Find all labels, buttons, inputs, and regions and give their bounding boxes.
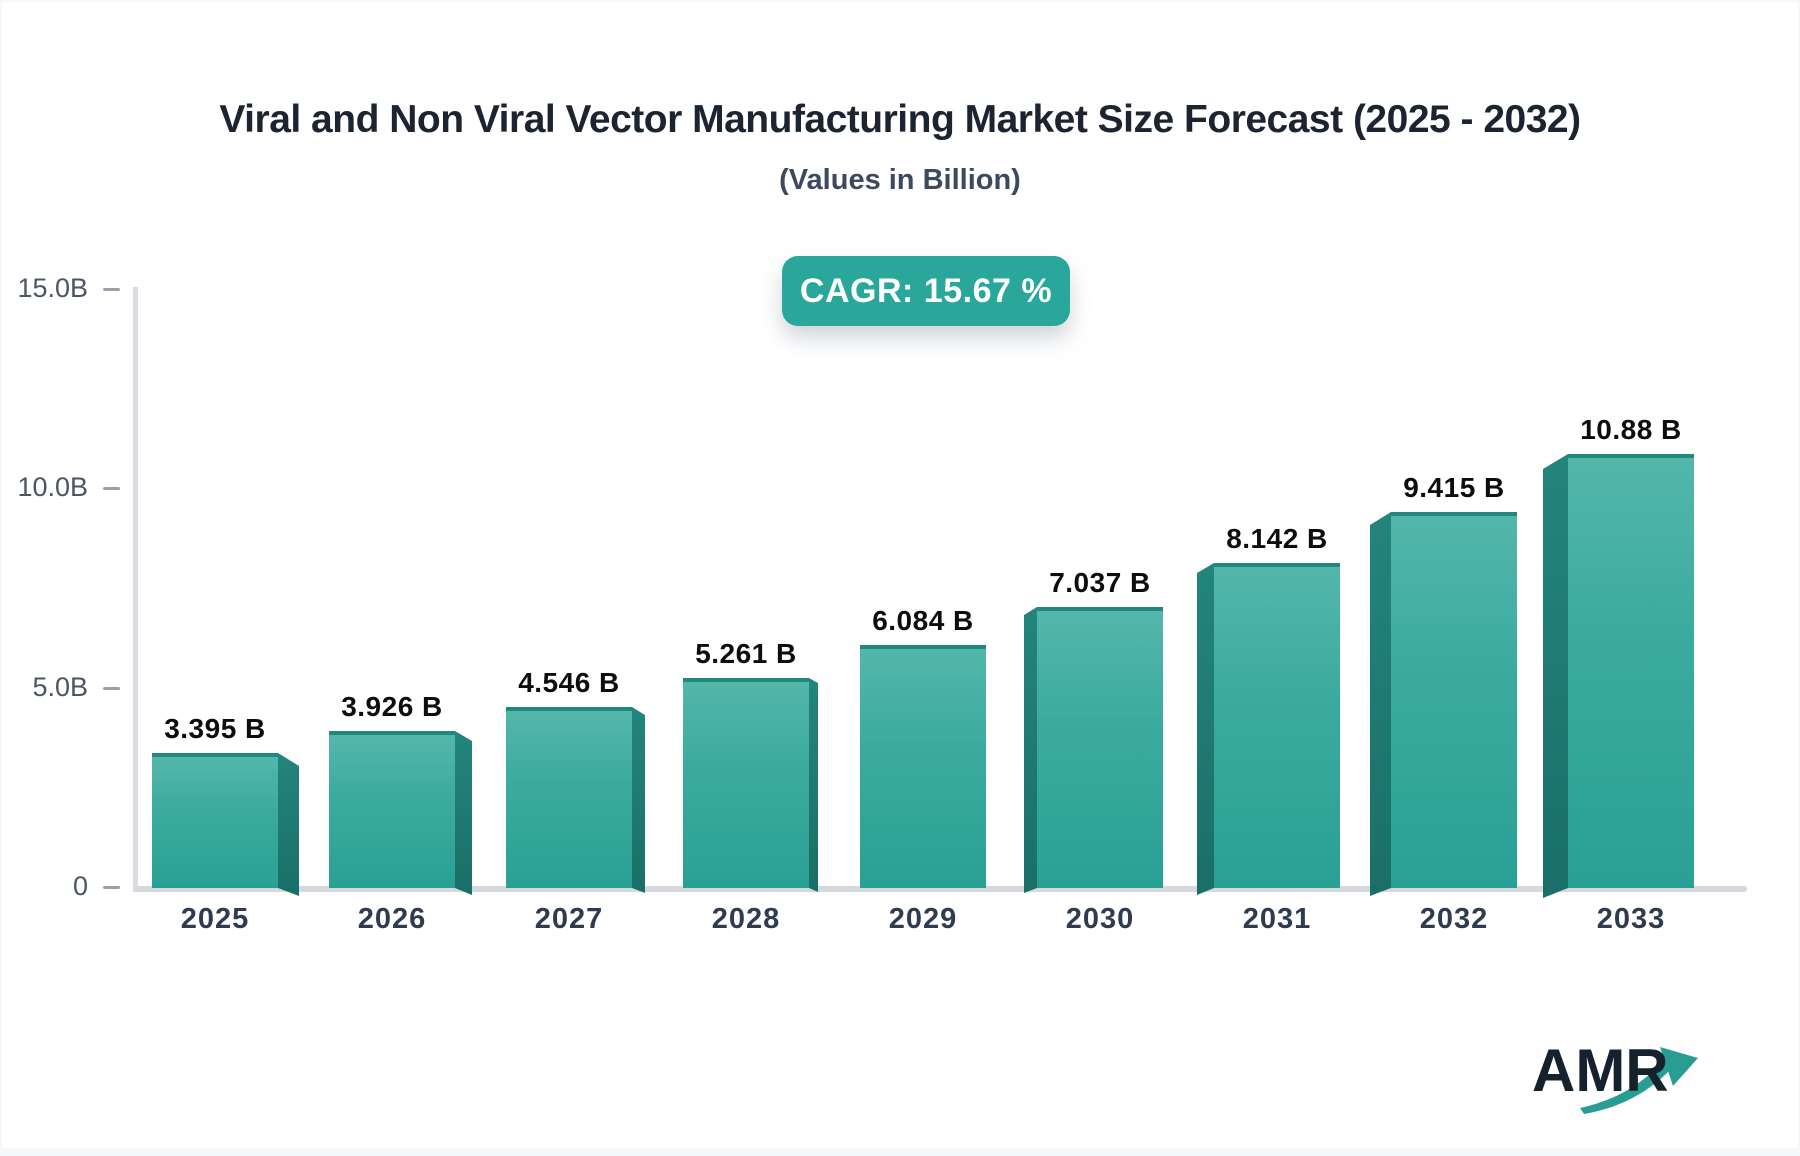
bar-group <box>1370 512 1517 896</box>
x-axis-baseline <box>133 886 1747 892</box>
x-axis-label: 2032 <box>1419 903 1489 935</box>
amr-logo: AMR <box>1532 1037 1698 1114</box>
x-axis-label: 2031 <box>1242 903 1312 935</box>
chart-title: Viral and Non Viral Vector Manufacturing… <box>219 98 1581 141</box>
bar-value-label: 9.415 B <box>1403 472 1505 503</box>
x-axis-label: 2027 <box>534 903 604 935</box>
y-axis-tick <box>103 687 120 690</box>
bar-face <box>1391 512 1517 888</box>
bar-value-label: 3.395 B <box>164 713 266 744</box>
bar-group <box>329 731 472 895</box>
y-axis-label: 10.0B <box>17 472 88 502</box>
bar-face <box>152 753 278 888</box>
bar-value-label: 5.261 B <box>695 638 797 669</box>
bar-value-label: 10.88 B <box>1580 414 1682 445</box>
x-axis-label: 2028 <box>711 903 781 935</box>
y-axis-tick <box>103 886 120 889</box>
bar-group <box>1543 454 1694 898</box>
x-axis-label: 2030 <box>1065 903 1135 935</box>
bar-group <box>683 678 818 892</box>
bar-group <box>1024 607 1163 893</box>
bar-face <box>1214 563 1340 888</box>
y-axis-label: 15.0B <box>17 273 88 303</box>
bar-face <box>1568 454 1694 888</box>
x-axis-label: 2033 <box>1596 903 1666 935</box>
bar-side <box>278 753 299 896</box>
bar-value-label: 8.142 B <box>1226 523 1328 554</box>
cagr-badge-label: CAGR: 15.67 % <box>799 271 1053 310</box>
bar-face <box>860 645 986 888</box>
x-axis-label: 2029 <box>888 903 958 935</box>
bar-side <box>632 707 645 893</box>
bar-face <box>683 678 809 888</box>
bar-group <box>152 753 299 896</box>
bar-group <box>860 645 986 888</box>
bar-value-label: 6.084 B <box>872 605 974 636</box>
bar-side <box>455 731 472 895</box>
bar-side <box>809 678 818 892</box>
y-axis-line <box>133 287 138 892</box>
y-axis-label: 0 <box>72 871 88 901</box>
bar-face <box>1037 607 1163 888</box>
bar-side <box>1543 454 1568 898</box>
bar-group <box>506 707 645 893</box>
chart-subtitle: (Values in Billion) <box>779 164 1021 196</box>
bar-side <box>1197 563 1214 895</box>
x-axis-label: 2026 <box>357 903 427 935</box>
bar-group <box>1197 563 1340 895</box>
y-axis-label: 5.0B <box>32 672 88 702</box>
bar-value-label: 7.037 B <box>1049 567 1151 598</box>
bar-side <box>1370 512 1391 896</box>
y-axis-tick <box>103 487 120 490</box>
logo-text: AMR <box>1532 1037 1669 1104</box>
bar-side <box>1024 607 1037 893</box>
bar-face <box>329 731 455 888</box>
logo-arrow-swoosh-icon <box>1580 1058 1674 1114</box>
bar-value-label: 4.546 B <box>518 667 620 698</box>
bar-value-label: 3.926 B <box>341 691 443 722</box>
y-axis-tick <box>103 288 120 291</box>
cagr-badge: CAGR: 15.67 % <box>782 256 1070 326</box>
logo-arrow-head-icon <box>1660 1047 1698 1086</box>
bar-face <box>506 707 632 888</box>
x-axis-label: 2025 <box>180 903 250 935</box>
